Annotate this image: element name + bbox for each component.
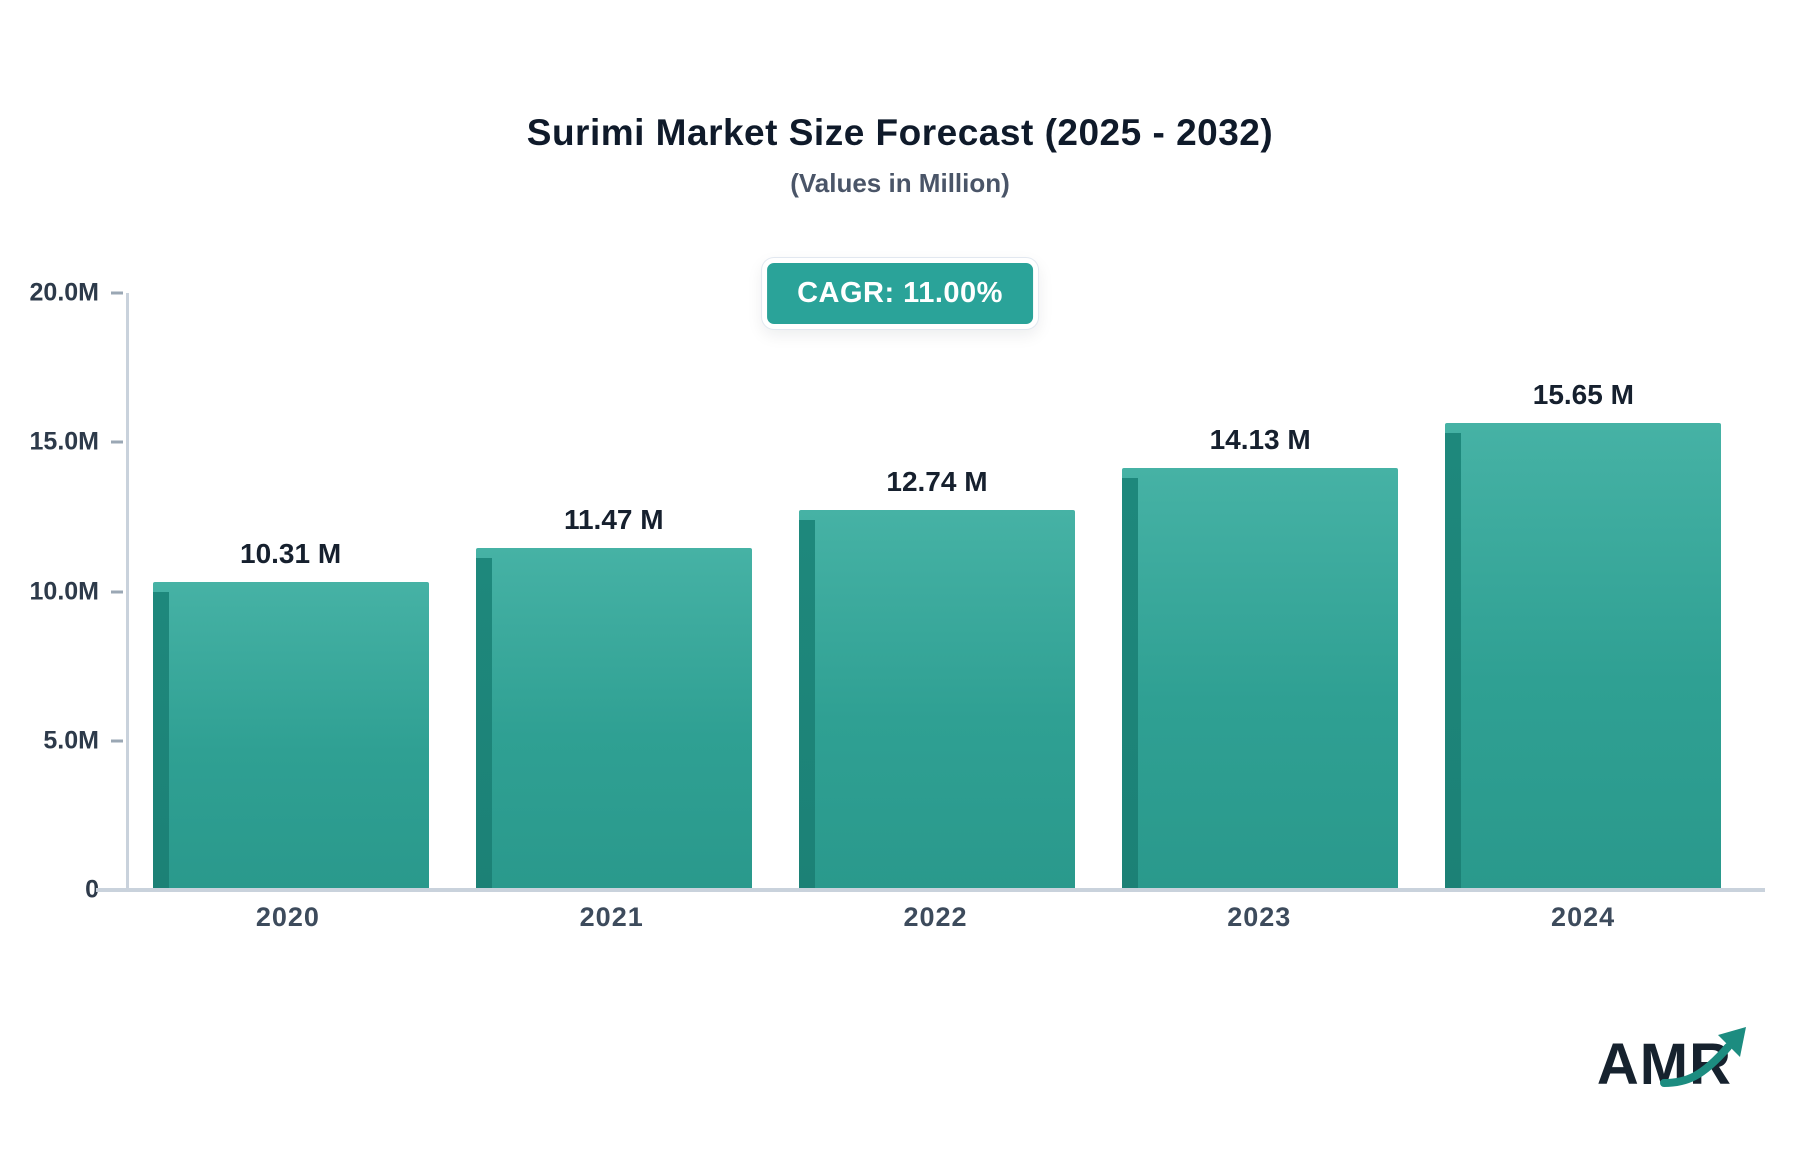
x-axis-label-2023: 2023 <box>1227 902 1292 932</box>
y-tick-label-20.0M: 20.0M <box>29 278 99 307</box>
plot-area: 10.31 M 11.47 M 12.74 M 14.13 M 15.65 M 20.0… <box>30 279 1745 904</box>
y-tick-mark <box>111 739 123 743</box>
x-axis-line <box>96 888 1765 892</box>
bar-2024 <box>1445 422 1722 891</box>
bar-slot: 14.13 M <box>1099 293 1422 890</box>
brand-logo-text: AMR <box>1596 1032 1732 1097</box>
y-tick-label-10.0M: 10.0M <box>29 577 99 605</box>
bar-2022 <box>798 509 1075 891</box>
bar-value-label: 15.65 M <box>1532 378 1634 410</box>
x-axis-label-2021: 2021 <box>579 902 644 932</box>
cagr-badge: CAGR: 11.00% <box>762 258 1038 329</box>
bars-row: 10.31 M 11.47 M 12.74 M 14.13 M 15.65 M <box>129 293 1745 891</box>
bar-slot: 10.31 M <box>129 293 452 890</box>
y-tick-label-5.0M: 5.0M <box>43 726 99 755</box>
bar-value-label: 11.47 M <box>563 503 664 535</box>
bar-value-label: 12.74 M <box>886 465 988 497</box>
y-tick-label-15.0M: 15.0M <box>29 427 99 456</box>
x-axis-label-2024: 2024 <box>1551 902 1616 932</box>
bar-slot: 15.65 M <box>1422 293 1745 891</box>
bar-slot: 12.74 M <box>775 293 1098 891</box>
bar-2023 <box>1122 468 1399 890</box>
chart-subtitle: (Values in Million) <box>790 168 1010 198</box>
brand-logo: AMR <box>1596 1027 1746 1098</box>
y-tick-mark <box>111 440 123 444</box>
bar-slot: 11.47 M <box>452 293 775 891</box>
y-tick-mark <box>111 291 123 295</box>
x-axis-label-2020: 2020 <box>255 902 320 932</box>
bar-2021 <box>475 547 752 891</box>
chart-title: Surimi Market Size Forecast (2025 - 2032… <box>526 112 1274 153</box>
y-tick-label-0: 0 <box>85 875 99 904</box>
bar-2020 <box>152 582 429 890</box>
y-tick-mark <box>111 590 123 593</box>
x-axis-labels: 2020 2021 2022 2023 2024 <box>126 902 1745 933</box>
bar-value-label: 10.31 M <box>240 538 342 570</box>
bar-value-label: 14.13 M <box>1209 424 1311 456</box>
x-axis-label-2022: 2022 <box>903 902 968 932</box>
